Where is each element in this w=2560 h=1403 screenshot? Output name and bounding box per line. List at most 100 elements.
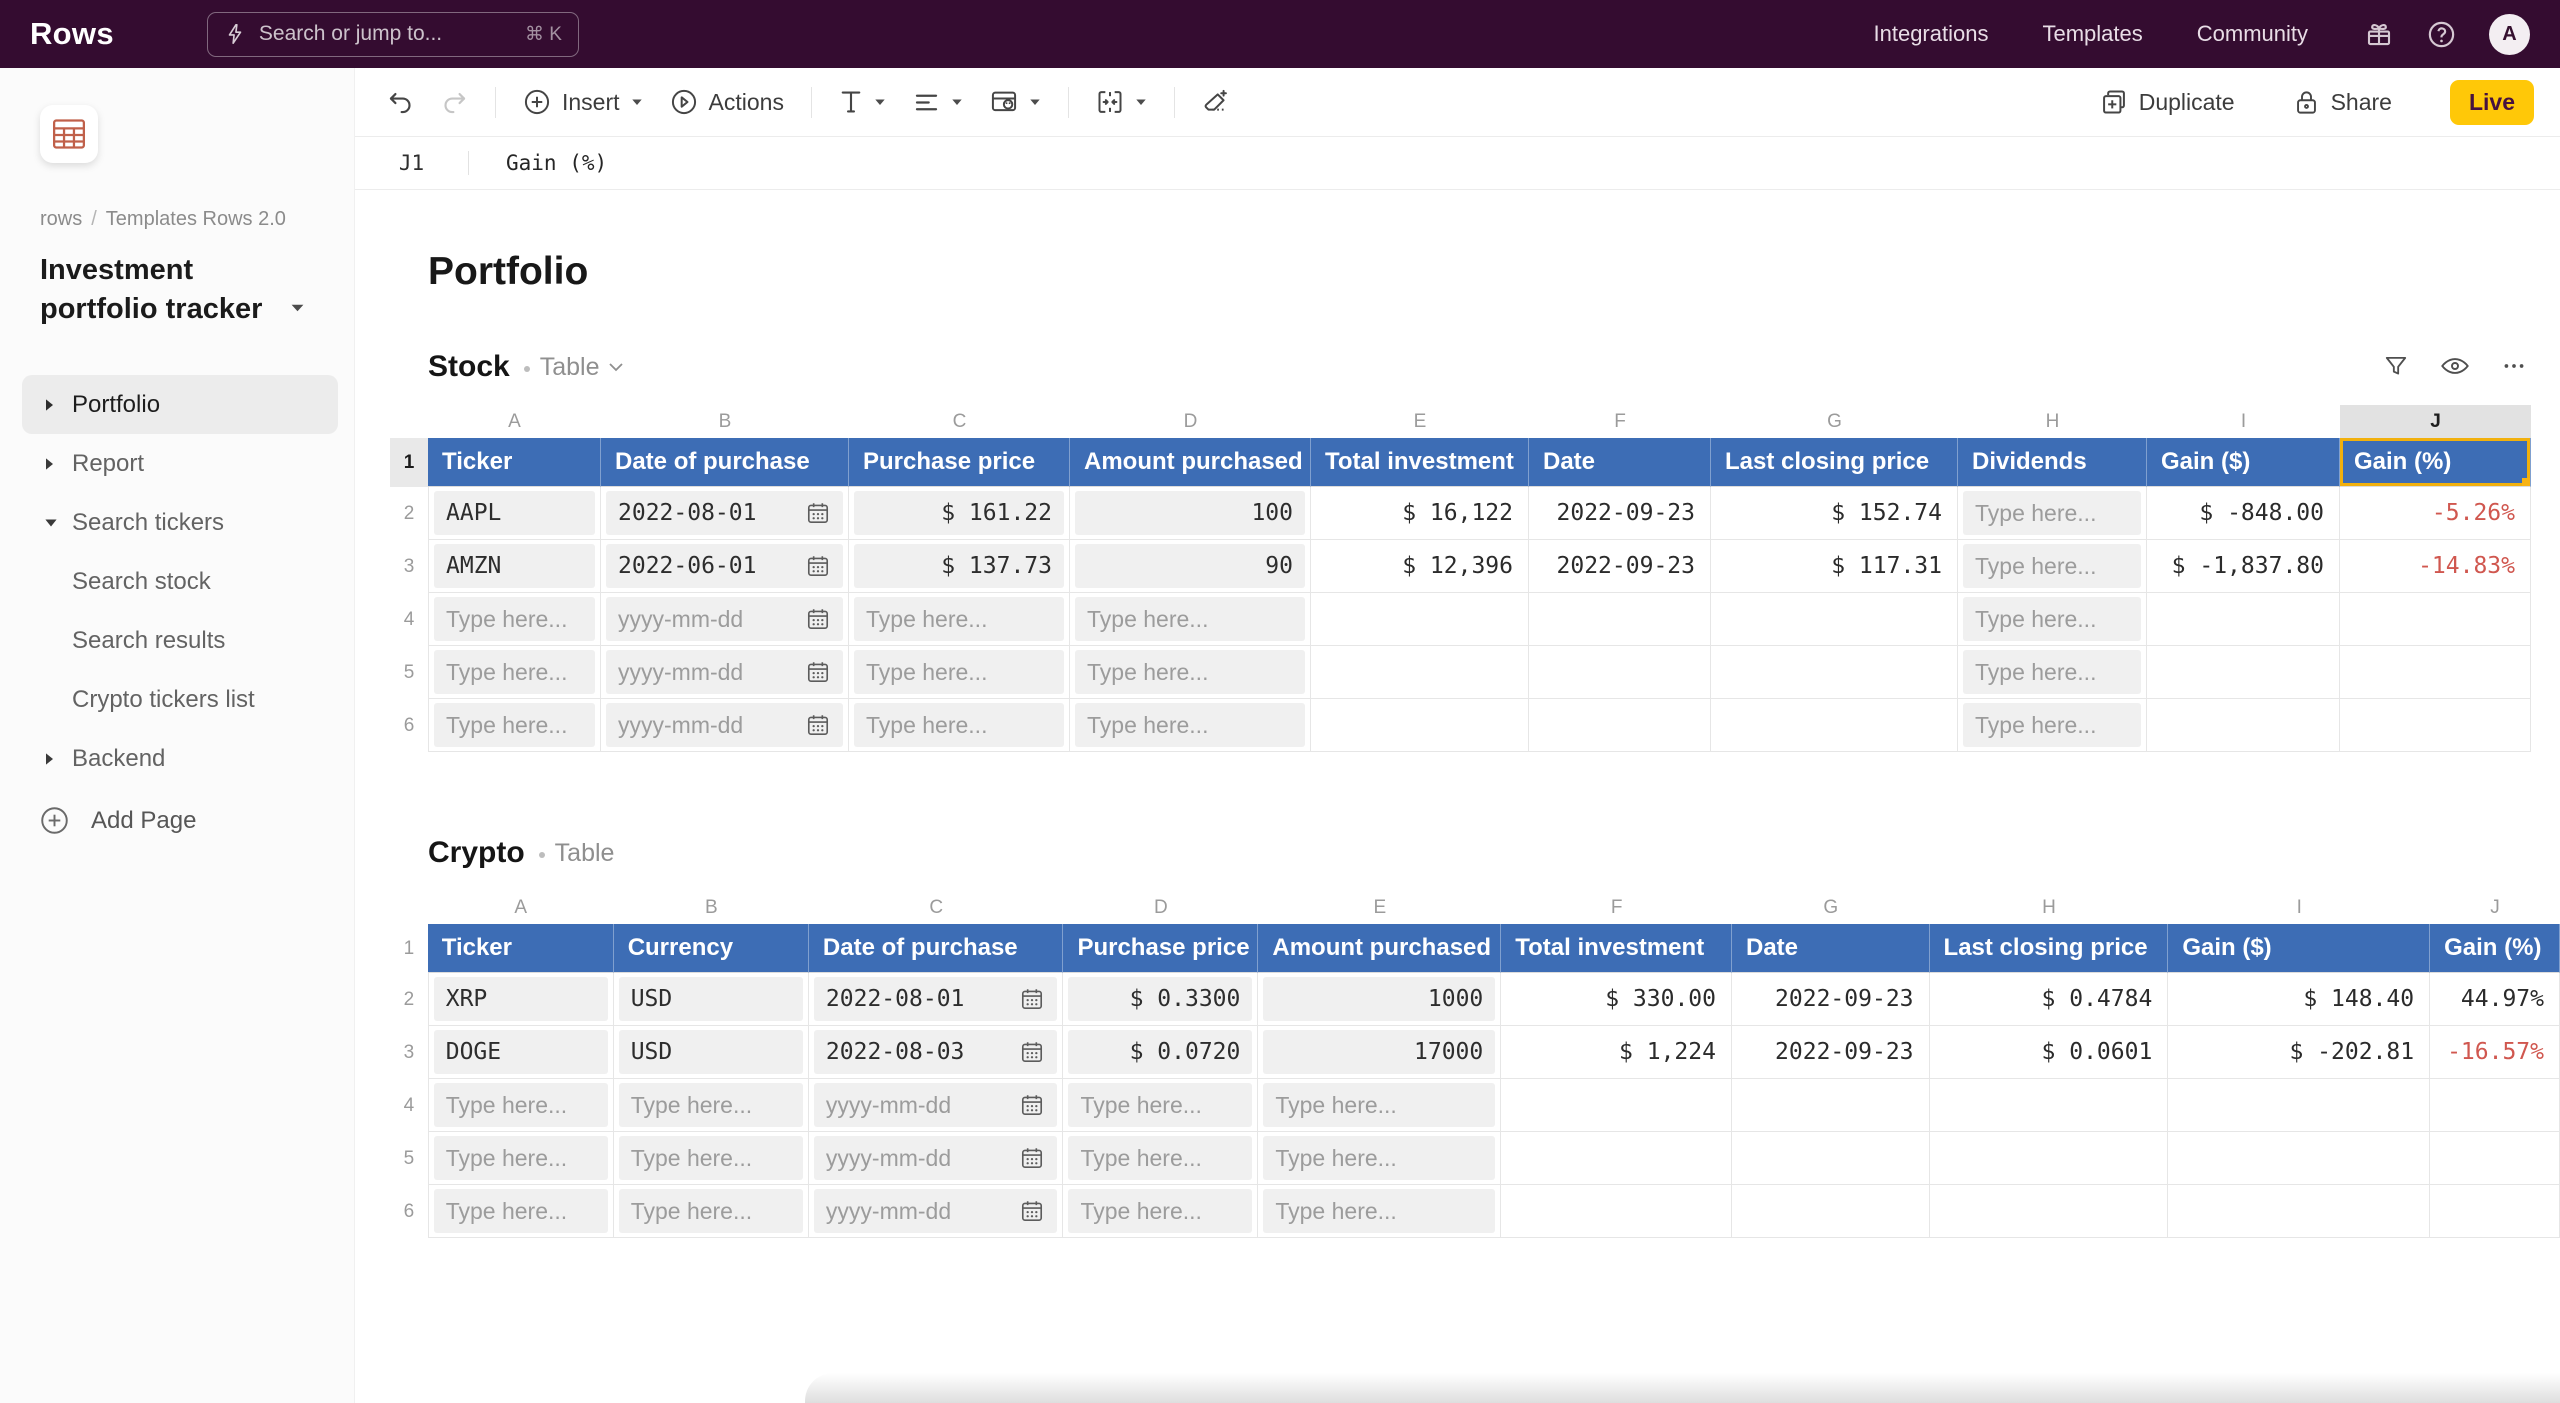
column-header[interactable]: Total investment (1501, 924, 1732, 973)
column-header[interactable]: Amount purchased (1258, 924, 1502, 973)
cell[interactable]: $ 1,224 (1501, 1026, 1732, 1079)
cell[interactable] (2147, 646, 2340, 699)
column-header[interactable]: Total investment (1311, 438, 1529, 487)
rows-logo[interactable]: Rows (30, 16, 114, 51)
cell[interactable] (2340, 593, 2531, 646)
cell[interactable]: 1000 (1258, 973, 1502, 1026)
cell[interactable]: Type here... (849, 646, 1070, 699)
calendar-icon[interactable] (805, 659, 831, 685)
cell[interactable]: Type here... (1258, 1185, 1502, 1238)
column-header[interactable]: Dividends (1958, 438, 2147, 487)
cell[interactable]: 2022-08-03 (808, 1026, 1064, 1079)
text-format-button[interactable] (839, 89, 886, 115)
workspace-title-caret-icon[interactable] (290, 303, 305, 313)
cell[interactable]: 2022-09-23 (1529, 540, 1711, 593)
column-header[interactable]: Ticker (427, 924, 614, 973)
sidebar-item-search-tickers[interactable]: Search tickers (0, 493, 354, 552)
column-header[interactable]: Date (1529, 438, 1711, 487)
insert-button[interactable]: Insert (523, 88, 643, 116)
cell[interactable]: DOGE (427, 1026, 614, 1079)
cell[interactable] (1731, 1079, 1930, 1132)
cell[interactable]: -5.26% (2340, 487, 2531, 540)
cell[interactable]: XRP (427, 973, 614, 1026)
calendar-icon[interactable] (1019, 1145, 1045, 1171)
cell[interactable]: Type here... (613, 1132, 809, 1185)
cell[interactable] (1711, 699, 1958, 752)
column-header[interactable]: Gain ($) (2168, 924, 2431, 973)
crypto-table-title[interactable]: Crypto (428, 836, 525, 869)
cell[interactable]: yyyy-mm-dd (601, 593, 849, 646)
cell[interactable] (1929, 1079, 2169, 1132)
cell-reference[interactable]: J1 (398, 151, 425, 175)
column-letter-i[interactable]: I (2240, 410, 2247, 432)
row-number[interactable]: 5 (403, 661, 415, 683)
row-number[interactable]: 4 (403, 1094, 415, 1116)
cell[interactable]: 2022-09-23 (1529, 487, 1711, 540)
cell[interactable] (1311, 593, 1529, 646)
cell[interactable]: Type here... (1063, 1185, 1259, 1238)
redo-button[interactable] (441, 89, 468, 116)
column-letter-c[interactable]: C (929, 896, 944, 918)
cell[interactable]: Type here... (1063, 1079, 1259, 1132)
cell[interactable] (1311, 646, 1529, 699)
cell[interactable]: $ 0.3300 (1063, 973, 1259, 1026)
cell[interactable]: Type here... (428, 593, 601, 646)
global-search-input[interactable]: Search or jump to... ⌘ K (206, 11, 579, 57)
spreadsheet-app-icon[interactable] (40, 105, 98, 163)
cell[interactable]: AAPL (428, 487, 601, 540)
cell[interactable]: $ -848.00 (2147, 487, 2340, 540)
cell[interactable] (2168, 1132, 2431, 1185)
column-letter-h[interactable]: H (2042, 896, 2056, 918)
cell-format-button[interactable] (990, 88, 1041, 116)
column-letter-a[interactable]: A (514, 896, 528, 918)
cell[interactable]: Type here... (428, 699, 601, 752)
cell[interactable] (1501, 1079, 1732, 1132)
actions-button[interactable]: Actions (670, 88, 784, 116)
cell[interactable]: AMZN (428, 540, 601, 593)
calendar-icon[interactable] (805, 500, 831, 526)
cell[interactable]: yyyy-mm-dd (808, 1079, 1064, 1132)
avatar[interactable]: A (2489, 13, 2530, 55)
sidebar-item-search-stock[interactable]: Search stock (72, 567, 211, 595)
chevron-right-icon[interactable] (44, 752, 55, 766)
corner-cell[interactable] (390, 405, 428, 438)
sidebar-item-crypto-tickers-list[interactable]: Crypto tickers list (72, 685, 255, 713)
cell[interactable]: yyyy-mm-dd (601, 699, 849, 752)
cell[interactable] (2340, 646, 2531, 699)
breadcrumb-workspace[interactable]: rows (40, 208, 83, 230)
cell[interactable] (1711, 646, 1958, 699)
column-header[interactable]: Last closing price (1929, 924, 2169, 973)
cell[interactable] (1929, 1185, 2169, 1238)
calendar-icon[interactable] (805, 606, 831, 632)
cell[interactable]: $ 0.0601 (1929, 1026, 2169, 1079)
cell[interactable]: 17000 (1258, 1026, 1502, 1079)
cell[interactable] (1311, 699, 1529, 752)
stock-table-title[interactable]: Stock (428, 350, 510, 383)
cell[interactable]: 2022-08-01 (601, 487, 849, 540)
cell[interactable]: USD (613, 1026, 809, 1079)
nav-templates[interactable]: Templates (2042, 21, 2143, 46)
cell[interactable] (2147, 593, 2340, 646)
cell[interactable]: $ 148.40 (2168, 973, 2431, 1026)
cell[interactable]: 2022-09-23 (1731, 1026, 1930, 1079)
stock-table-badge[interactable]: Table (539, 352, 600, 381)
column-letter-c[interactable]: C (952, 410, 967, 432)
calendar-icon[interactable] (1019, 1198, 1045, 1224)
cell[interactable]: Type here... (1070, 699, 1311, 752)
breadcrumb-folder[interactable]: Templates Rows 2.0 (105, 208, 286, 230)
chevron-right-icon[interactable] (44, 457, 55, 471)
cell[interactable] (2168, 1079, 2431, 1132)
cell[interactable]: $ 117.31 (1711, 540, 1958, 593)
cell[interactable] (1711, 593, 1958, 646)
cell[interactable]: yyyy-mm-dd (601, 646, 849, 699)
cell[interactable] (1929, 1132, 2169, 1185)
cell[interactable]: Type here... (1958, 646, 2147, 699)
merge-cells-button[interactable] (1096, 88, 1147, 116)
column-letter-j[interactable]: J (2490, 896, 2500, 918)
cell[interactable]: Type here... (613, 1079, 809, 1132)
help-icon[interactable] (2426, 19, 2457, 50)
cell[interactable]: $ 161.22 (849, 487, 1070, 540)
column-letter-e[interactable]: E (1413, 410, 1427, 432)
cell[interactable]: Type here... (1958, 540, 2147, 593)
cell[interactable] (1529, 593, 1711, 646)
